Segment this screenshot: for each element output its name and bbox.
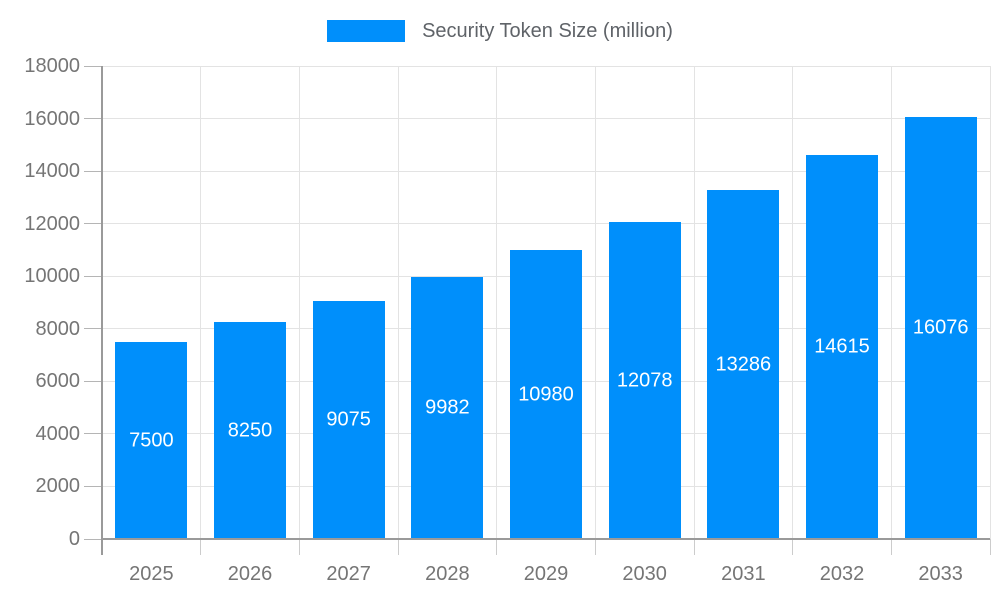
x-axis-label: 2033 (918, 563, 963, 585)
y-axis-line (101, 66, 103, 555)
x-axis-label: 2032 (819, 563, 865, 585)
y-axis-tick (84, 485, 102, 487)
y-axis-label: 4000 (35, 422, 81, 445)
x-axis-line (102, 538, 990, 540)
bar (115, 342, 188, 539)
y-axis-label: 10000 (24, 265, 80, 288)
x-axis-label: 2028 (425, 563, 470, 585)
y-axis-tick (84, 118, 102, 120)
y-axis-tick (84, 380, 102, 382)
x-axis-tick (397, 539, 399, 555)
v-gridline (890, 66, 892, 539)
y-axis-label: 8000 (35, 317, 81, 340)
x-axis-tick (693, 539, 695, 555)
legend: Security Token Size (million) (0, 20, 1000, 42)
bar-value-label: 13286 (715, 353, 772, 375)
h-gridline (102, 65, 990, 67)
x-axis-tick (594, 539, 596, 555)
x-axis-tick (792, 539, 794, 555)
h-gridline (102, 223, 990, 225)
v-gridline (989, 66, 991, 539)
y-axis-label: 6000 (35, 370, 81, 393)
bar (411, 277, 484, 539)
x-axis-label: 2030 (622, 563, 667, 585)
legend-label: Security Token Size (million) (422, 20, 673, 42)
y-axis-label: 12000 (24, 212, 80, 235)
bar-value-label: 12078 (616, 369, 673, 391)
y-axis-tick (84, 223, 102, 225)
x-axis-label: 2031 (721, 563, 766, 585)
v-gridline (397, 66, 399, 539)
bar-value-label: 16076 (912, 316, 969, 339)
x-axis-label: 2029 (523, 563, 569, 585)
bar-value-label: 10980 (518, 383, 574, 405)
bar-value-label: 9075 (326, 408, 371, 431)
v-gridline (594, 66, 596, 539)
bar-value-label: 7500 (129, 429, 174, 451)
y-axis-label: 14000 (24, 160, 80, 183)
bar-value-label: 14615 (814, 335, 870, 358)
x-axis-label: 2025 (129, 563, 174, 585)
x-axis-tick (200, 539, 202, 555)
x-axis-tick (496, 539, 498, 555)
bar (707, 190, 780, 539)
v-gridline (792, 66, 794, 539)
y-axis-tick (84, 328, 102, 330)
v-gridline (298, 66, 300, 539)
bar-value-label: 9982 (425, 396, 470, 419)
h-gridline (102, 118, 990, 120)
bar-value-label: 8250 (227, 419, 273, 441)
v-gridline (693, 66, 695, 539)
y-axis-tick (84, 433, 102, 435)
v-gridline (200, 66, 202, 539)
legend-item-security-token-size[interactable]: Security Token Size (million) (327, 20, 673, 42)
y-axis-tick (84, 275, 102, 277)
bar (806, 155, 878, 539)
bar (904, 117, 977, 539)
y-axis-label: 0 (68, 528, 80, 550)
x-axis-tick (298, 539, 300, 555)
y-axis-tick (84, 170, 102, 172)
bar (312, 301, 385, 539)
y-axis-tick (84, 538, 102, 540)
y-axis-label: 18000 (24, 55, 80, 77)
x-axis-tick (989, 539, 991, 555)
x-axis-label: 2026 (227, 563, 273, 585)
x-axis-tick (890, 539, 892, 555)
legend-swatch-icon (327, 20, 406, 42)
bar (214, 322, 286, 539)
v-gridline (496, 66, 498, 539)
x-axis-label: 2027 (326, 563, 371, 585)
y-axis-label: 2000 (35, 475, 81, 498)
bar (608, 222, 681, 539)
y-axis-label: 16000 (24, 107, 80, 130)
h-gridline (102, 170, 990, 172)
y-axis-tick (84, 65, 102, 67)
bar (510, 250, 582, 539)
